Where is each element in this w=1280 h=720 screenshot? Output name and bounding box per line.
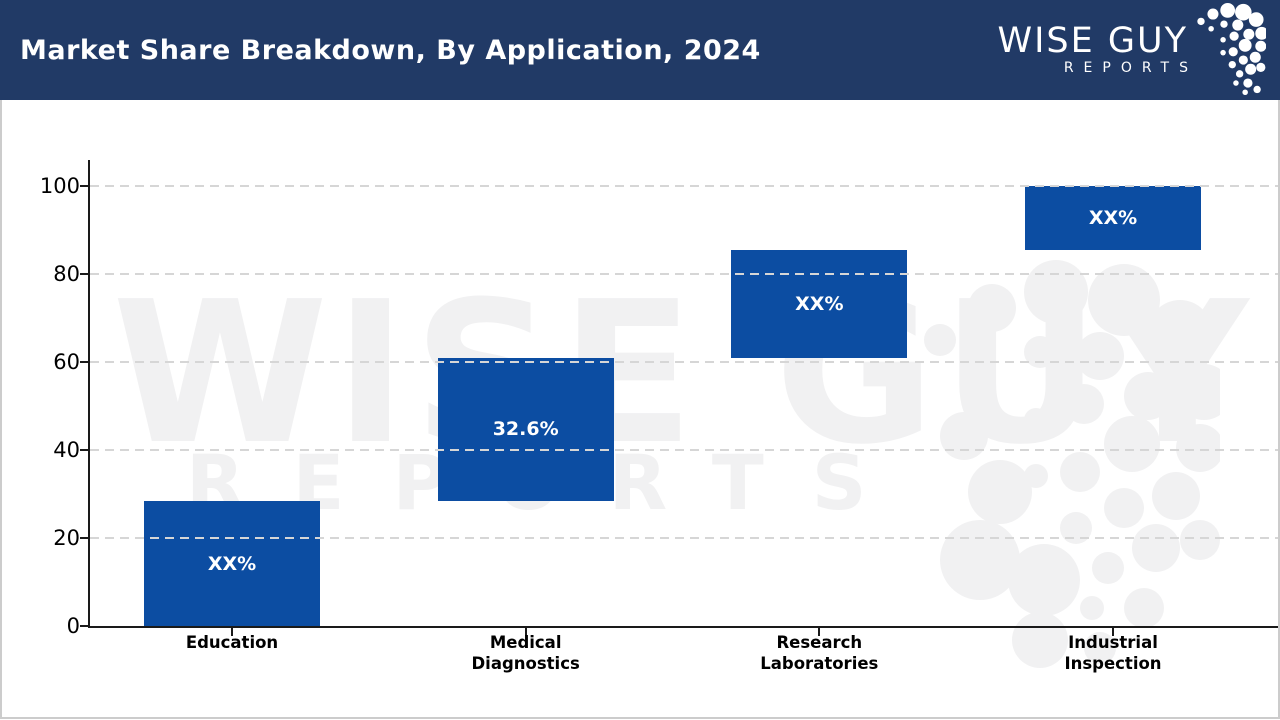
- gridline-40: [90, 449, 1278, 451]
- y-tick-label-0: 0: [66, 614, 80, 638]
- y-tick-label-40: 40: [53, 438, 80, 462]
- y-tick-label-60: 60: [53, 350, 80, 374]
- y-tick-label-20: 20: [53, 526, 80, 550]
- bar-industrial-inspection: XX%: [1025, 186, 1201, 250]
- x-category-label-industrial-inspection: Industrial Inspection: [1064, 633, 1162, 673]
- logo-head-icon: [1197, 3, 1266, 95]
- y-tick-mark-100: [80, 185, 88, 187]
- page-title: Market Share Breakdown, By Application, …: [20, 34, 761, 66]
- bar-value-label: XX%: [1088, 206, 1138, 229]
- wise-guy-reports-logo: WISE GUY REPORTS: [997, 0, 1266, 100]
- gridline-60: [90, 361, 1278, 363]
- bar-value-label: 32.6%: [492, 418, 559, 441]
- x-category-label-medical-diagnostics: Medical Diagnostics: [471, 633, 580, 673]
- x-tick-mark-research-laboratories: [818, 628, 821, 636]
- x-category-label-research-laboratories: Research Laboratories: [760, 633, 879, 673]
- bar-medical-diagnostics: 32.6%: [437, 357, 614, 502]
- bar-education: XX%: [144, 501, 320, 626]
- bar-value-label: XX%: [207, 552, 257, 575]
- gridline-80: [90, 273, 1278, 275]
- bar-research-laboratories: XX%: [731, 249, 908, 358]
- y-tick-label-100: 100: [39, 174, 80, 198]
- y-tick-mark-20: [80, 537, 88, 539]
- gridline-100: [90, 185, 1278, 187]
- gridline-20: [90, 537, 1278, 539]
- x-tick-mark-medical-diagnostics: [524, 628, 527, 636]
- y-tick-label-80: 80: [53, 262, 80, 286]
- logo-subtitle: REPORTS: [1063, 60, 1198, 76]
- plot-area: 0 20 40 60 80 100 XX% Education 32.6% Medical Diag…: [40, 160, 1278, 673]
- y-tick-mark-80: [80, 273, 88, 275]
- y-tick-mark-40: [80, 449, 88, 451]
- logo-wordmark: WISE GUY: [997, 21, 1188, 61]
- x-tick-mark-education: [231, 628, 233, 636]
- header-bar: Market Share Breakdown, By Application, …: [0, 0, 1280, 100]
- logo-text: WISE GUY REPORTS: [997, 23, 1188, 77]
- x-category-label-education: Education: [185, 633, 279, 652]
- bar-value-label: XX%: [795, 292, 844, 315]
- y-tick-mark-60: [80, 361, 88, 363]
- y-tick-mark-0: [80, 625, 88, 627]
